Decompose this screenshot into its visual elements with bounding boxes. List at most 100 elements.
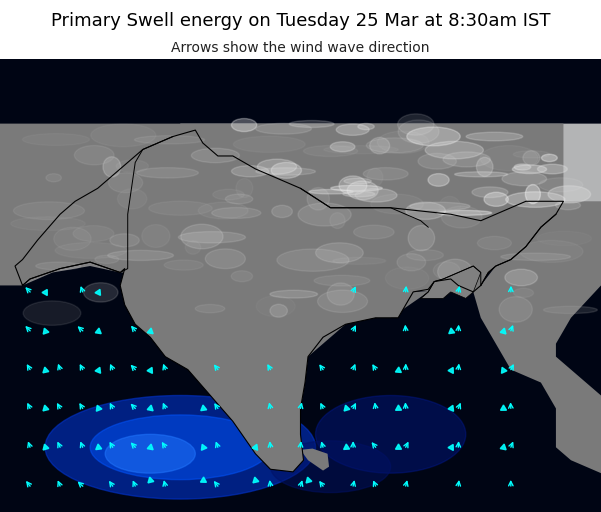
- Ellipse shape: [542, 154, 557, 162]
- Ellipse shape: [116, 160, 148, 173]
- Ellipse shape: [484, 193, 508, 206]
- Ellipse shape: [298, 203, 351, 226]
- Ellipse shape: [398, 114, 434, 135]
- Ellipse shape: [198, 202, 248, 219]
- Ellipse shape: [35, 262, 81, 270]
- Ellipse shape: [418, 154, 456, 169]
- Polygon shape: [15, 137, 556, 292]
- Ellipse shape: [206, 249, 245, 269]
- Ellipse shape: [314, 275, 370, 286]
- Ellipse shape: [73, 226, 114, 242]
- Ellipse shape: [330, 212, 345, 228]
- Ellipse shape: [91, 124, 156, 147]
- Ellipse shape: [537, 231, 591, 246]
- Ellipse shape: [270, 441, 391, 493]
- Ellipse shape: [256, 168, 316, 175]
- Ellipse shape: [358, 123, 374, 130]
- Ellipse shape: [304, 145, 358, 157]
- Ellipse shape: [110, 234, 139, 247]
- Ellipse shape: [397, 253, 426, 271]
- Polygon shape: [300, 449, 329, 471]
- Ellipse shape: [191, 148, 239, 163]
- Ellipse shape: [22, 134, 90, 145]
- Ellipse shape: [135, 136, 204, 144]
- Ellipse shape: [289, 120, 334, 127]
- Ellipse shape: [501, 253, 570, 261]
- Ellipse shape: [324, 145, 398, 154]
- Ellipse shape: [257, 159, 297, 174]
- Ellipse shape: [408, 225, 435, 251]
- Ellipse shape: [105, 434, 195, 473]
- Ellipse shape: [164, 260, 203, 270]
- Ellipse shape: [272, 205, 292, 218]
- Ellipse shape: [425, 141, 483, 159]
- Ellipse shape: [236, 179, 253, 198]
- Ellipse shape: [363, 167, 408, 180]
- Ellipse shape: [472, 187, 508, 198]
- Ellipse shape: [525, 184, 540, 204]
- Ellipse shape: [370, 137, 389, 154]
- Ellipse shape: [212, 207, 261, 219]
- Ellipse shape: [53, 227, 91, 250]
- Ellipse shape: [256, 296, 295, 316]
- Ellipse shape: [514, 164, 531, 170]
- Ellipse shape: [84, 283, 118, 302]
- Ellipse shape: [117, 189, 147, 209]
- Ellipse shape: [46, 174, 61, 182]
- Ellipse shape: [142, 225, 170, 247]
- Ellipse shape: [270, 304, 287, 317]
- Ellipse shape: [433, 262, 460, 279]
- Ellipse shape: [513, 165, 546, 174]
- Ellipse shape: [108, 173, 142, 193]
- Ellipse shape: [407, 127, 460, 146]
- Ellipse shape: [277, 249, 349, 271]
- Ellipse shape: [316, 395, 466, 473]
- Ellipse shape: [231, 271, 252, 282]
- Ellipse shape: [523, 151, 540, 165]
- Text: Arrows show the wind wave direction: Arrows show the wind wave direction: [171, 41, 430, 55]
- Ellipse shape: [410, 202, 470, 210]
- Ellipse shape: [23, 301, 81, 325]
- Polygon shape: [474, 201, 601, 473]
- Ellipse shape: [466, 132, 523, 141]
- Ellipse shape: [555, 201, 581, 210]
- Ellipse shape: [355, 188, 397, 202]
- Ellipse shape: [55, 243, 127, 259]
- Ellipse shape: [213, 189, 244, 200]
- Ellipse shape: [136, 167, 198, 178]
- Ellipse shape: [344, 178, 371, 184]
- Ellipse shape: [108, 250, 174, 261]
- Ellipse shape: [438, 259, 472, 284]
- Ellipse shape: [181, 224, 223, 249]
- Ellipse shape: [149, 201, 212, 215]
- Ellipse shape: [428, 174, 449, 186]
- Ellipse shape: [270, 290, 317, 298]
- Ellipse shape: [271, 162, 302, 178]
- Polygon shape: [421, 266, 481, 298]
- Ellipse shape: [398, 120, 439, 143]
- Ellipse shape: [543, 306, 597, 313]
- Ellipse shape: [480, 145, 538, 170]
- Ellipse shape: [103, 157, 121, 177]
- Ellipse shape: [502, 172, 547, 186]
- Ellipse shape: [347, 181, 378, 200]
- Ellipse shape: [407, 250, 444, 261]
- Ellipse shape: [377, 131, 429, 153]
- Ellipse shape: [537, 164, 567, 174]
- Ellipse shape: [331, 185, 382, 191]
- Ellipse shape: [366, 138, 423, 153]
- Ellipse shape: [339, 176, 367, 195]
- Ellipse shape: [505, 192, 565, 207]
- Polygon shape: [180, 123, 601, 227]
- Ellipse shape: [353, 225, 394, 239]
- Ellipse shape: [45, 395, 316, 499]
- Ellipse shape: [185, 241, 201, 254]
- Ellipse shape: [336, 124, 369, 135]
- Ellipse shape: [225, 194, 253, 204]
- Ellipse shape: [195, 305, 225, 313]
- Ellipse shape: [95, 255, 118, 264]
- Ellipse shape: [443, 152, 490, 167]
- Ellipse shape: [477, 157, 493, 177]
- Ellipse shape: [385, 267, 429, 289]
- Ellipse shape: [233, 136, 305, 153]
